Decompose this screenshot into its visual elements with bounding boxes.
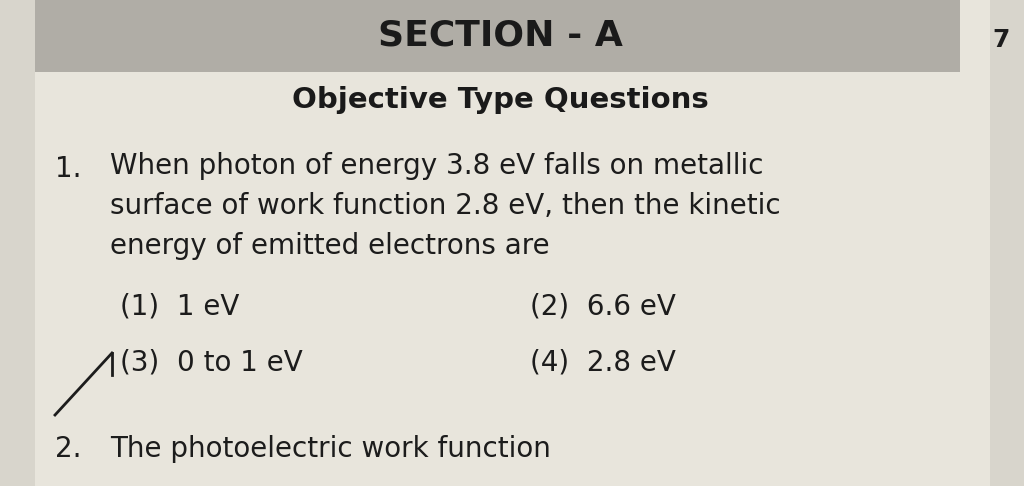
Text: (1)  1 eV: (1) 1 eV <box>120 293 240 321</box>
Text: SECTION - A: SECTION - A <box>378 19 623 53</box>
Text: The photoelectric work function: The photoelectric work function <box>110 435 551 463</box>
Text: 7: 7 <box>992 28 1010 52</box>
Text: surface of work function 2.8 eV, then the kinetic: surface of work function 2.8 eV, then th… <box>110 192 780 220</box>
Text: (2)  6.6 eV: (2) 6.6 eV <box>530 293 676 321</box>
Text: When photon of energy 3.8 eV falls on metallic: When photon of energy 3.8 eV falls on me… <box>110 152 764 180</box>
Text: 2.: 2. <box>55 435 82 463</box>
Text: 1.: 1. <box>55 155 82 183</box>
Text: (3)  0 to 1 eV: (3) 0 to 1 eV <box>120 348 303 376</box>
Text: (4)  2.8 eV: (4) 2.8 eV <box>530 348 676 376</box>
Text: energy of emitted electrons are: energy of emitted electrons are <box>110 232 550 260</box>
Bar <box>30 0 961 72</box>
Text: Objective Type Questions: Objective Type Questions <box>292 86 709 114</box>
Bar <box>0 0 35 486</box>
